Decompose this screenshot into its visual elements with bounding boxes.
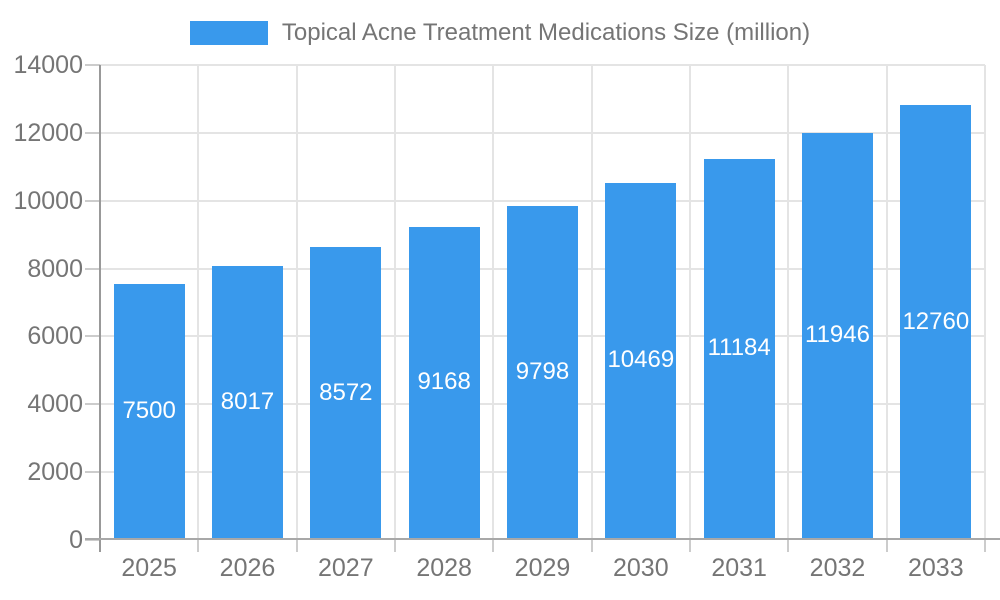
bar-value-label: 7500 <box>122 396 176 424</box>
bar-value-label: 8572 <box>319 378 373 406</box>
x-axis-tick-label: 2026 <box>219 554 276 582</box>
y-gridline <box>100 64 985 66</box>
x-axis-tick-label: 2030 <box>613 554 669 582</box>
x-gridline <box>984 65 986 540</box>
x-axis-tick-label: 2029 <box>514 554 571 582</box>
x-axis-tick <box>689 540 691 552</box>
y-axis-line <box>99 65 101 552</box>
x-gridline <box>787 65 790 540</box>
bar-value-label: 9798 <box>515 357 570 385</box>
y-axis-tick-label: 6000 <box>27 322 83 351</box>
x-axis-tick <box>787 540 790 552</box>
x-axis-tick-label: 2027 <box>318 554 374 582</box>
x-axis-tick <box>295 540 298 552</box>
bar-value-label: 11184 <box>707 334 771 362</box>
y-axis-tick-label: 4000 <box>27 390 83 419</box>
y-axis-tick-label: 2000 <box>27 458 83 487</box>
y-axis-tick <box>85 539 100 541</box>
x-axis-tick-label: 2025 <box>121 554 177 582</box>
y-axis-tick <box>85 471 100 474</box>
plot-area: 0 2000 4000 6000 8000 10000 12000 14000 7500 2025… <box>13 51 1000 582</box>
y-axis-tick-label: 12000 <box>13 118 83 147</box>
y-axis-tick <box>85 403 100 406</box>
x-gridline <box>295 65 298 540</box>
x-axis-tick <box>984 540 986 552</box>
y-axis-tick <box>85 199 100 202</box>
bar[interactable]: 10469 <box>605 182 677 538</box>
x-gridline <box>590 65 593 540</box>
x-axis-tick-label: 2032 <box>809 554 866 582</box>
x-gridline <box>689 65 691 540</box>
y-axis-tick <box>85 267 100 270</box>
bar[interactable]: 12760 <box>900 105 972 538</box>
legend-swatch-icon <box>189 21 268 45</box>
bar-value-label: 9168 <box>417 368 471 396</box>
x-axis-line <box>85 538 1000 540</box>
bar-value-label: 11946 <box>805 321 870 349</box>
x-axis-tick <box>394 540 396 552</box>
y-axis-tick <box>85 64 100 66</box>
bar-value-label: 12760 <box>902 307 970 335</box>
bar[interactable]: 11946 <box>802 132 873 538</box>
bar[interactable]: 9798 <box>507 205 578 538</box>
x-axis-tick-label: 2031 <box>711 554 767 582</box>
x-gridline <box>885 65 888 540</box>
bar-value-label: 8017 <box>220 388 275 415</box>
legend-label: Topical Acne Treatment Medications Size … <box>281 19 811 46</box>
bar[interactable]: 8572 <box>310 247 382 538</box>
y-axis-tick-label: 0 <box>69 526 83 554</box>
x-axis-tick <box>492 540 495 552</box>
bar-value-label: 10469 <box>607 346 675 374</box>
x-axis-tick-label: 2028 <box>416 554 472 582</box>
x-axis-tick-label: 2033 <box>908 554 964 582</box>
y-axis-tick-label: 10000 <box>13 186 83 215</box>
y-axis-tick-label: 14000 <box>13 51 83 79</box>
legend[interactable]: Topical Acne Treatment Medications Size … <box>0 18 1000 48</box>
x-gridline <box>197 65 200 540</box>
x-axis-tick <box>590 540 593 552</box>
bar[interactable]: 11184 <box>703 158 775 538</box>
x-gridline <box>492 65 495 540</box>
bar[interactable]: 9168 <box>408 226 480 538</box>
x-axis-tick <box>197 540 200 552</box>
y-axis-tick <box>85 131 100 134</box>
x-axis-tick <box>885 540 888 552</box>
bar[interactable]: 8017 <box>212 266 283 538</box>
bar[interactable]: 7500 <box>113 283 185 538</box>
x-gridline <box>394 65 396 540</box>
y-axis-tick <box>85 335 100 338</box>
y-axis-tick-label: 8000 <box>27 254 83 283</box>
